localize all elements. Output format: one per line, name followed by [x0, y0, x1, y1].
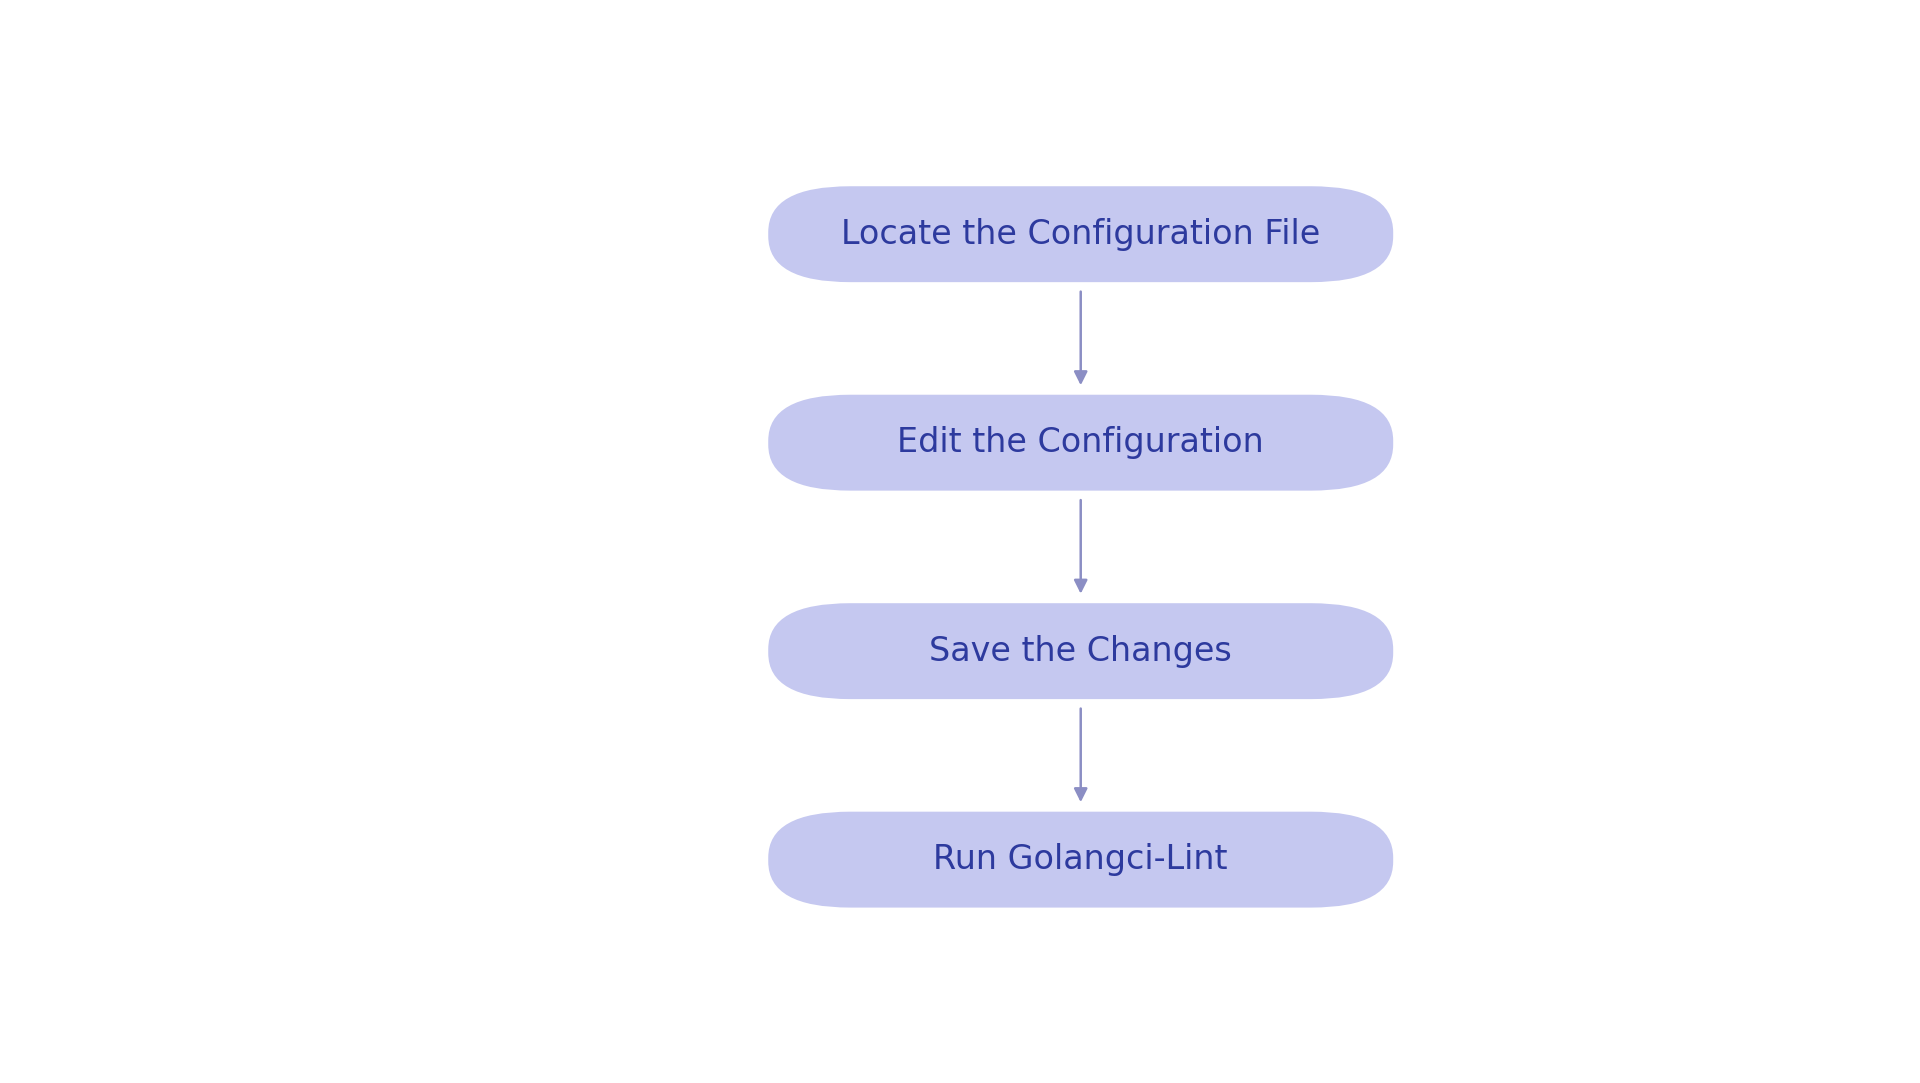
- FancyBboxPatch shape: [768, 186, 1394, 283]
- Text: Save the Changes: Save the Changes: [929, 635, 1233, 667]
- FancyBboxPatch shape: [768, 394, 1394, 491]
- Text: Run Golangci-Lint: Run Golangci-Lint: [933, 844, 1229, 876]
- Text: Edit the Configuration: Edit the Configuration: [897, 427, 1263, 459]
- Text: Locate the Configuration File: Locate the Configuration File: [841, 218, 1321, 250]
- FancyBboxPatch shape: [768, 811, 1394, 908]
- FancyBboxPatch shape: [768, 603, 1394, 700]
